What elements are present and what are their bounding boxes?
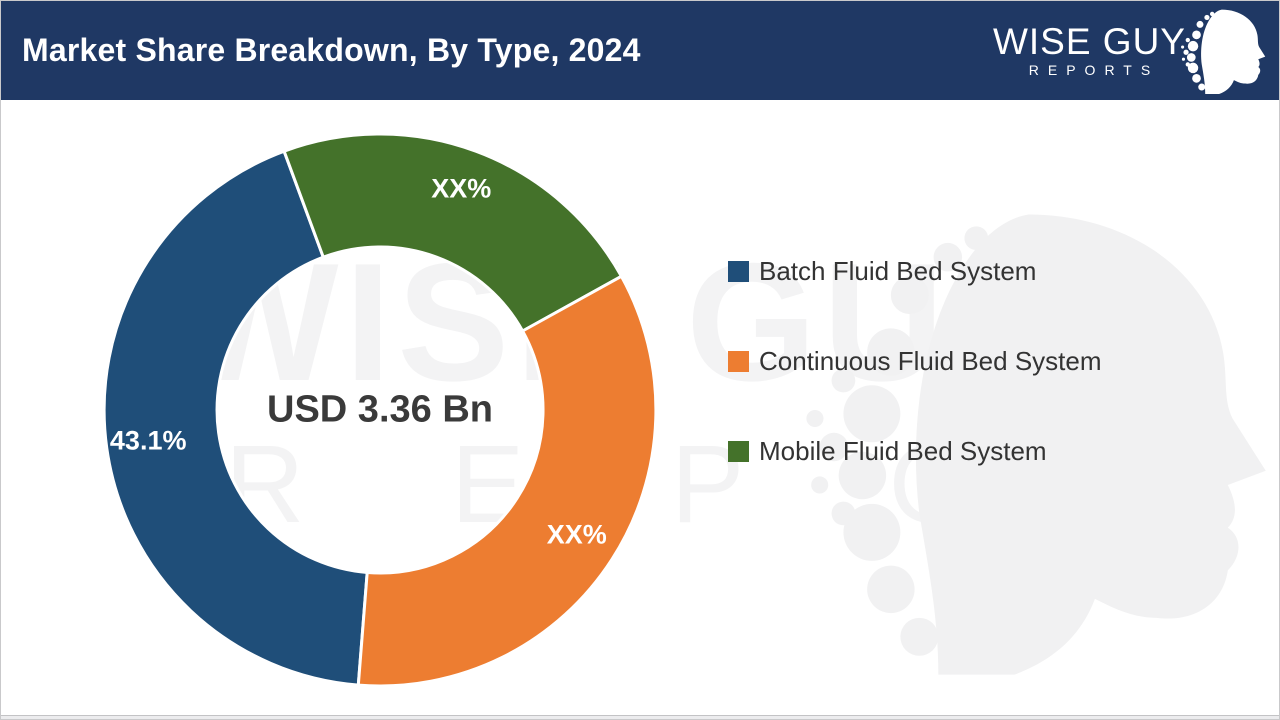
donut-slice-0 [102,149,369,687]
donut-slice-2 [282,132,623,333]
logo-reports-label: REPORTS [1028,62,1160,78]
wise-guy-reports-logo: WISE GUY REPORTS [993,4,1268,96]
legend-item-0: Batch Fluid Bed System [728,256,1102,286]
donut-center-value: USD 3.36 Bn [267,388,493,431]
legend-swatch-2 [728,440,749,462]
donut-chart: 43.1% XX% XX% [102,132,658,688]
header-bar: Market Share Breakdown, By Type, 2024 WI… [0,0,1280,100]
legend-label-2: Mobile Fluid Bed System [759,435,1047,466]
logo-wiseguy-label: WISE GUY [992,21,1186,62]
chart-legend: Batch Fluid Bed System Continuous Fluid B… [728,256,1102,526]
legend-label-0: Batch Fluid Bed System [759,255,1037,286]
logo-head-icon [1172,7,1268,94]
legend-item-2: Mobile Fluid Bed System [728,436,1102,466]
page-title: Market Share Breakdown, By Type, 2024 [22,31,641,68]
legend-swatch-1 [728,350,749,372]
slice-label-0: 43.1% [110,425,187,455]
legend-item-1: Continuous Fluid Bed System [728,346,1102,376]
slice-label-2: XX% [431,174,491,204]
legend-swatch-0 [728,260,749,282]
legend-label-1: Continuous Fluid Bed System [759,345,1102,376]
slice-label-1: XX% [547,520,607,550]
logo-text: WISE GUY REPORTS [993,23,1186,77]
bottom-divider [0,715,1280,720]
donut-slice-1 [356,274,658,688]
